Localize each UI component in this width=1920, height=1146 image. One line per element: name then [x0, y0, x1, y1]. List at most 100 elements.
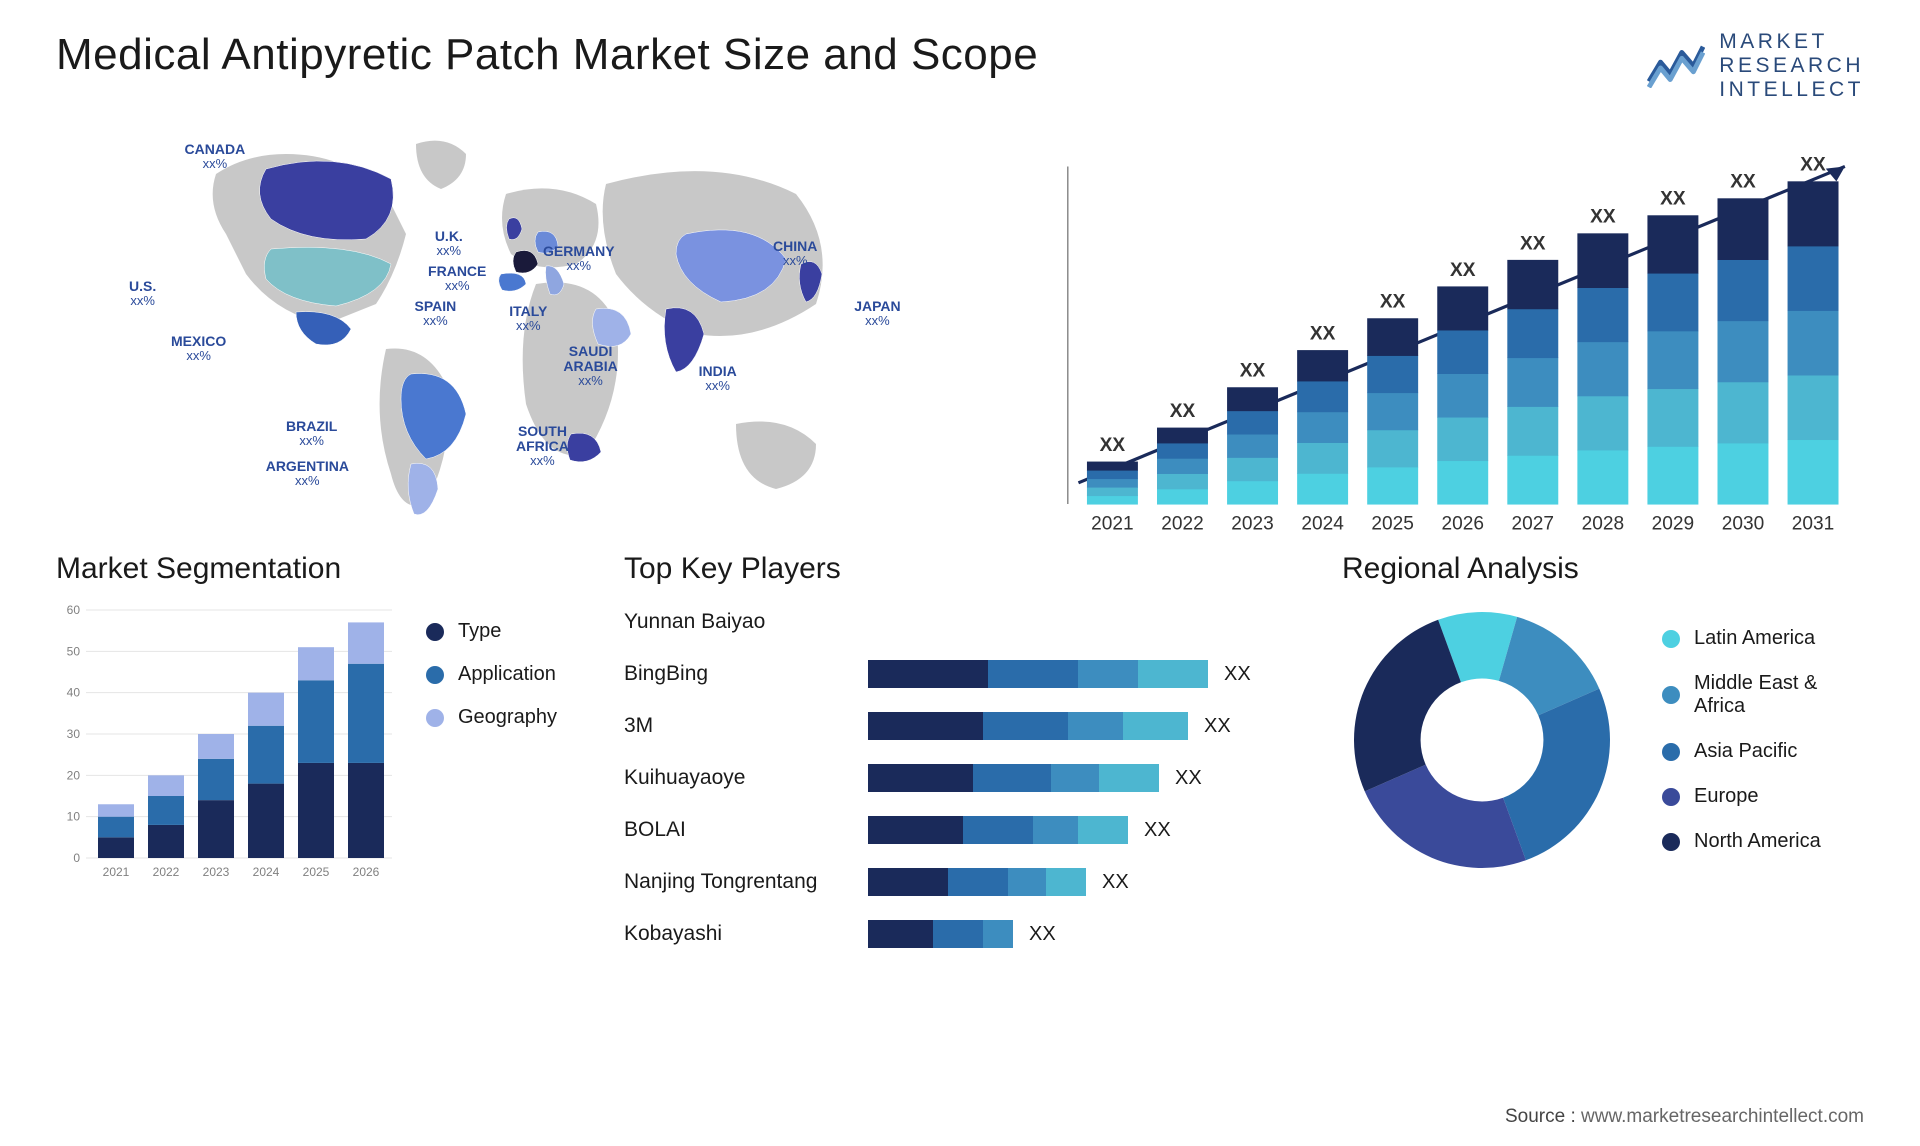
svg-text:XX: XX	[1800, 155, 1826, 176]
regional-title: Regional Analysis	[1342, 552, 1864, 586]
legend-label: Application	[458, 663, 556, 686]
player-bar	[868, 660, 1208, 688]
logo-line3: INTELLECT	[1719, 78, 1864, 102]
svg-text:40: 40	[67, 686, 81, 700]
legend-label: Middle East &Africa	[1694, 672, 1817, 718]
legend-swatch-icon	[1662, 630, 1680, 648]
svg-text:2024: 2024	[253, 865, 280, 879]
svg-text:60: 60	[67, 603, 81, 617]
player-value: XX	[1029, 923, 1056, 946]
map-country-label: CANADAxx%	[185, 142, 246, 170]
legend-label: Asia Pacific	[1694, 740, 1797, 763]
world-map: CANADAxx% U.S.xx% MEXICOxx% BRAZILxx% ARGENT…	[56, 124, 976, 524]
segmentation-legend-item: Geography	[426, 706, 576, 729]
player-row: BOLAIXX	[624, 808, 1294, 852]
legend-swatch-icon	[426, 666, 444, 684]
regional-legend-item: Europe	[1662, 785, 1864, 808]
map-country-label: FRANCExx%	[428, 264, 486, 292]
player-value: XX	[1102, 871, 1129, 894]
legend-swatch-icon	[1662, 788, 1680, 806]
segmentation-title: Market Segmentation	[56, 552, 576, 586]
player-bar	[868, 712, 1188, 740]
map-country-label: SPAINxx%	[415, 299, 457, 327]
player-value: XX	[1204, 715, 1231, 738]
segmentation-legend-item: Type	[426, 620, 576, 643]
svg-text:2023: 2023	[203, 865, 230, 879]
player-row: Kobayashi XX	[624, 912, 1294, 956]
map-country-label: INDIAxx%	[699, 364, 737, 392]
svg-text:2022: 2022	[1161, 514, 1203, 535]
svg-text:XX: XX	[1310, 324, 1336, 345]
svg-text:XX: XX	[1590, 207, 1616, 228]
legend-label: Latin America	[1694, 627, 1815, 650]
growth-bar-chart: XX2021XX2022XX2023XX2024XX2025XX2026XX20…	[1036, 124, 1864, 524]
segmentation-legend: Type Application Geography	[426, 600, 576, 895]
player-name: 3M	[624, 714, 868, 738]
svg-text:2025: 2025	[1371, 514, 1413, 535]
player-bar	[868, 868, 1086, 896]
map-country-label: ARGENTINAxx%	[266, 459, 349, 487]
svg-text:2021: 2021	[103, 865, 130, 879]
svg-text:10: 10	[67, 810, 81, 824]
logo: MARKET RESEARCH INTELLECT	[1647, 30, 1864, 102]
players-title: Top Key Players	[624, 552, 1294, 586]
legend-swatch-icon	[1662, 833, 1680, 851]
segmentation-chart: 0102030405060202120222023202420252026	[56, 600, 396, 895]
regional-legend-item: Latin America	[1662, 627, 1864, 650]
player-bar	[868, 816, 1128, 844]
map-country-label: SOUTHAFRICAxx%	[516, 424, 569, 467]
regional-legend-item: North America	[1662, 830, 1864, 853]
map-country-label: MEXICOxx%	[171, 334, 226, 362]
player-value: XX	[1224, 663, 1251, 686]
regional-legend-item: Asia Pacific	[1662, 740, 1864, 763]
player-name: Kobayashi	[624, 922, 868, 946]
map-country-label: ITALYxx%	[509, 304, 547, 332]
logo-line1: MARKET	[1719, 30, 1864, 54]
map-country-label: CHINAxx%	[773, 239, 817, 267]
svg-text:2031: 2031	[1792, 514, 1834, 535]
svg-text:20: 20	[67, 769, 81, 783]
svg-text:2028: 2028	[1582, 514, 1624, 535]
player-name: BingBing	[624, 662, 868, 686]
player-row: Nanjing Tongrentang XX	[624, 860, 1294, 904]
map-country-label: U.K.xx%	[435, 229, 463, 257]
svg-text:XX: XX	[1170, 401, 1196, 422]
player-name: Yunnan Baiyao	[624, 610, 868, 634]
svg-text:XX: XX	[1240, 361, 1266, 382]
legend-label: North America	[1694, 830, 1821, 853]
svg-text:XX: XX	[1730, 172, 1756, 193]
svg-text:2021: 2021	[1091, 514, 1133, 535]
svg-text:2027: 2027	[1512, 514, 1554, 535]
source-attribution: Source : www.marketresearchintellect.com	[1505, 1106, 1864, 1128]
svg-text:XX: XX	[1100, 435, 1126, 456]
legend-label: Geography	[458, 706, 557, 729]
svg-text:XX: XX	[1660, 189, 1686, 210]
svg-text:2030: 2030	[1722, 514, 1764, 535]
map-country-label: U.S.xx%	[129, 279, 156, 307]
svg-text:30: 30	[67, 727, 81, 741]
segmentation-legend-item: Application	[426, 663, 576, 686]
legend-swatch-icon	[1662, 743, 1680, 761]
player-row: Yunnan Baiyao	[624, 600, 1294, 644]
svg-text:2025: 2025	[303, 865, 330, 879]
player-name: Nanjing Tongrentang	[624, 870, 868, 894]
regional-legend: Latin America Middle East &Africa Asia Pac…	[1662, 627, 1864, 853]
map-country-label: BRAZILxx%	[286, 419, 337, 447]
legend-swatch-icon	[426, 709, 444, 727]
map-country-label: JAPANxx%	[854, 299, 900, 327]
svg-text:2026: 2026	[1441, 514, 1483, 535]
player-name: BOLAI	[624, 818, 868, 842]
player-bar	[868, 920, 1013, 948]
logo-line2: RESEARCH	[1719, 54, 1864, 78]
svg-text:50: 50	[67, 645, 81, 659]
svg-text:2029: 2029	[1652, 514, 1694, 535]
svg-text:0: 0	[73, 851, 80, 865]
legend-swatch-icon	[1662, 686, 1680, 704]
map-country-label: GERMANYxx%	[543, 244, 615, 272]
svg-text:XX: XX	[1450, 260, 1476, 281]
player-row: 3M XX	[624, 704, 1294, 748]
svg-text:2022: 2022	[153, 865, 180, 879]
svg-text:XX: XX	[1380, 292, 1406, 313]
svg-text:2024: 2024	[1301, 514, 1344, 535]
regional-legend-item: Middle East &Africa	[1662, 672, 1864, 718]
